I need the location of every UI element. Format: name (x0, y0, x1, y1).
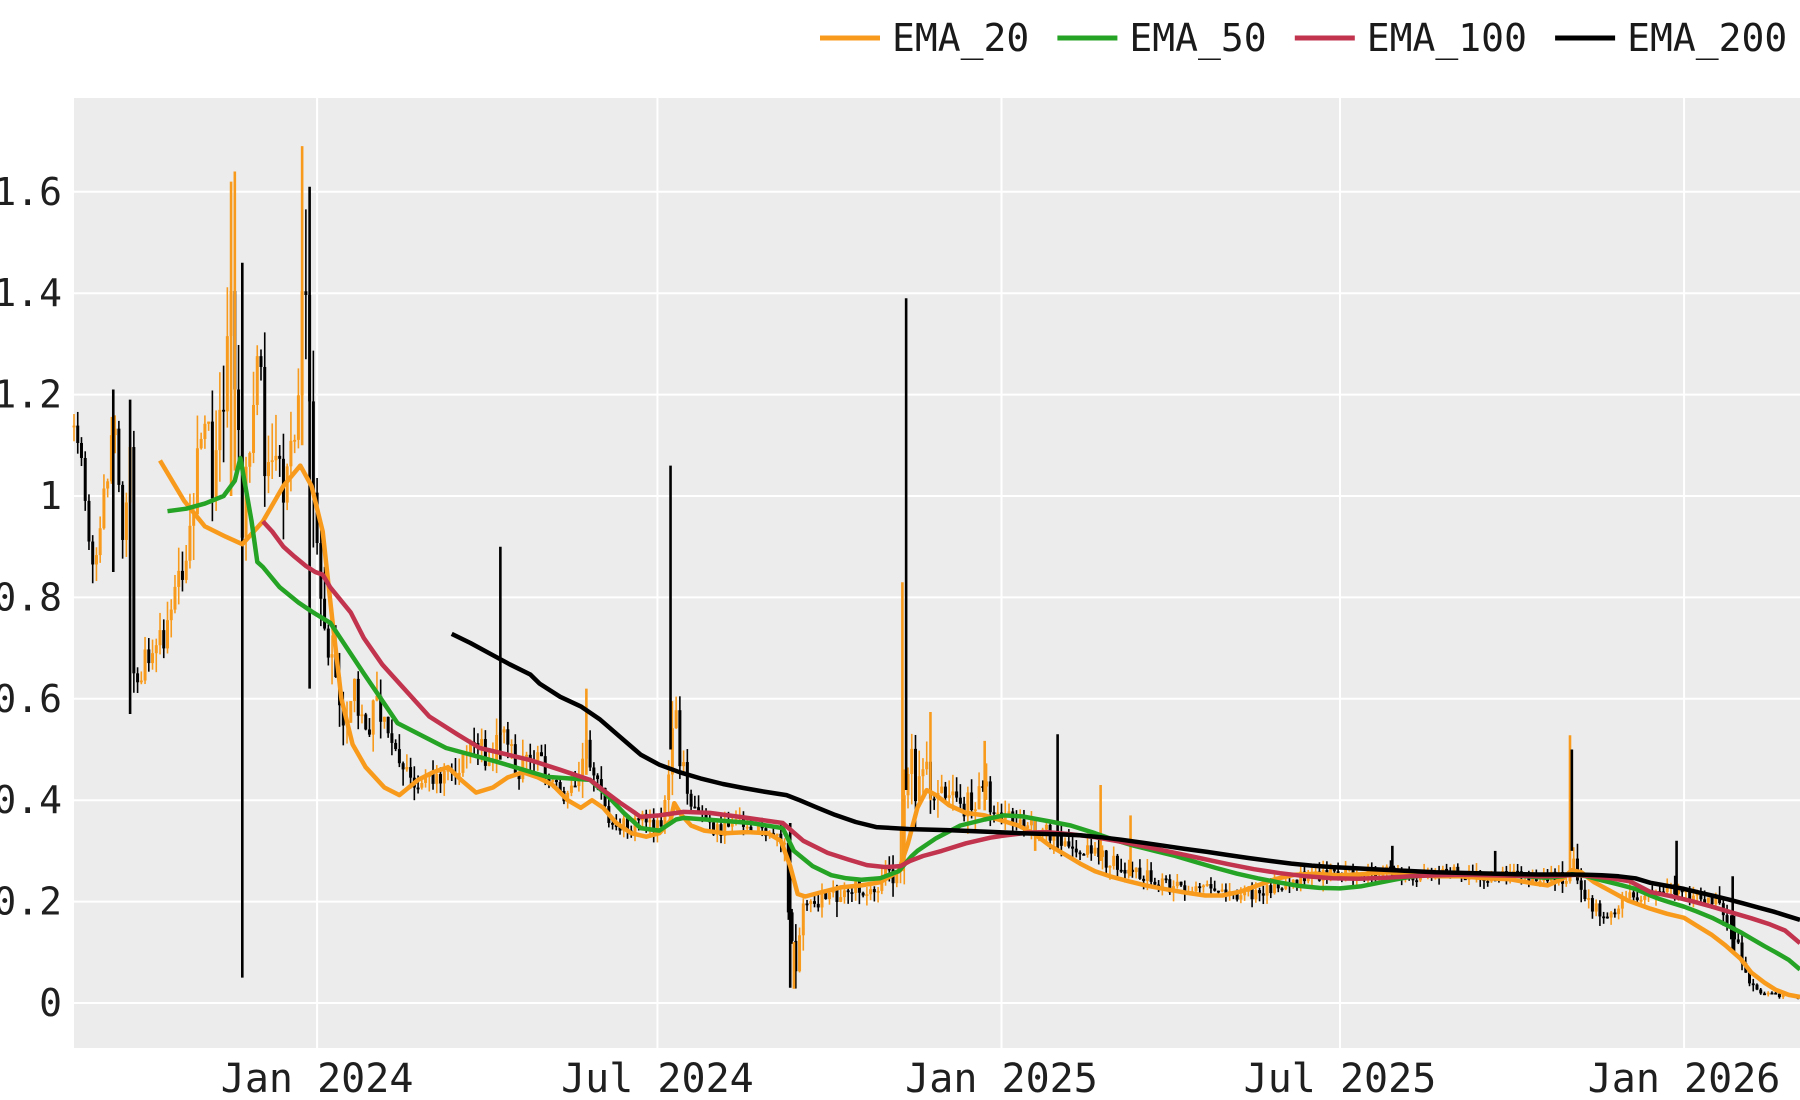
ema-line-EMA_200 (450, 631, 1800, 923)
y-tick-label: 0.4 (0, 778, 62, 822)
y-tick-label: 0.2 (0, 880, 62, 924)
legend-label-EMA_100: EMA_100 (1367, 16, 1527, 61)
ema-line-EMA_50 (167, 455, 1800, 972)
x-tick-label: Jan 2024 (221, 1056, 414, 1100)
y-tick-label: 1.4 (0, 271, 62, 315)
y-tick-label: 0 (39, 981, 62, 1025)
y-tick-label: 1.6 (0, 170, 62, 214)
plot-background (74, 98, 1800, 1048)
ema-line-EMA_20 (158, 459, 1800, 1000)
y-tick-label: 0.8 (0, 575, 62, 619)
x-tick-label: Jul 2025 (1244, 1056, 1437, 1100)
x-tick-label: Jul 2024 (561, 1056, 754, 1100)
y-tick-label: 1 (39, 474, 62, 518)
y-tick-label: 1.2 (0, 373, 62, 417)
x-tick-label: Jan 2025 (905, 1056, 1098, 1100)
y-tick-label: 0.6 (0, 677, 62, 721)
legend-label-EMA_200: EMA_200 (1627, 16, 1787, 61)
legend-label-EMA_50: EMA_50 (1129, 16, 1266, 61)
legend-label-EMA_20: EMA_20 (892, 16, 1029, 61)
x-tick-label: Jan 2026 (1588, 1056, 1781, 1100)
